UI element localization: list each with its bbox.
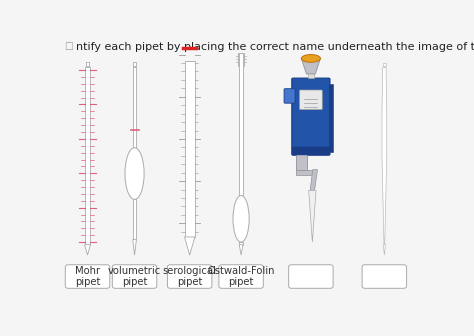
Polygon shape [133,200,137,240]
Polygon shape [84,68,91,245]
Polygon shape [308,58,314,78]
Polygon shape [296,154,307,170]
Polygon shape [239,245,243,255]
Polygon shape [184,61,195,237]
FancyBboxPatch shape [292,78,330,155]
Polygon shape [84,245,91,255]
Polygon shape [184,237,195,255]
Text: serological
pipet: serological pipet [163,266,217,287]
Text: Ostwald-Folin
pipet: Ostwald-Folin pipet [207,266,275,287]
FancyBboxPatch shape [167,265,212,288]
Text: Mohr
pipet: Mohr pipet [75,266,100,287]
Polygon shape [239,242,243,245]
Text: ☐: ☐ [64,42,73,52]
Polygon shape [383,63,386,66]
Text: ntify each pipet by placing the correct name underneath the image of the pipet.: ntify each pipet by placing the correct … [76,42,474,52]
Text: volumetric
pipet: volumetric pipet [108,266,161,287]
Polygon shape [133,68,137,148]
FancyBboxPatch shape [300,90,322,110]
Polygon shape [187,61,192,66]
Polygon shape [133,62,136,66]
FancyBboxPatch shape [289,265,333,288]
Ellipse shape [301,54,320,62]
Polygon shape [238,53,244,66]
Polygon shape [310,170,318,191]
Polygon shape [239,53,243,196]
FancyBboxPatch shape [219,265,264,288]
FancyBboxPatch shape [112,265,157,288]
FancyBboxPatch shape [292,147,329,155]
Polygon shape [133,240,137,255]
FancyBboxPatch shape [284,89,295,103]
Polygon shape [328,84,333,152]
Polygon shape [309,191,316,242]
Polygon shape [383,245,385,255]
Ellipse shape [125,148,144,200]
Polygon shape [301,58,320,74]
Polygon shape [296,170,315,175]
FancyBboxPatch shape [65,265,110,288]
Ellipse shape [233,196,249,242]
Polygon shape [86,62,90,66]
Polygon shape [382,68,387,245]
FancyBboxPatch shape [362,265,407,288]
